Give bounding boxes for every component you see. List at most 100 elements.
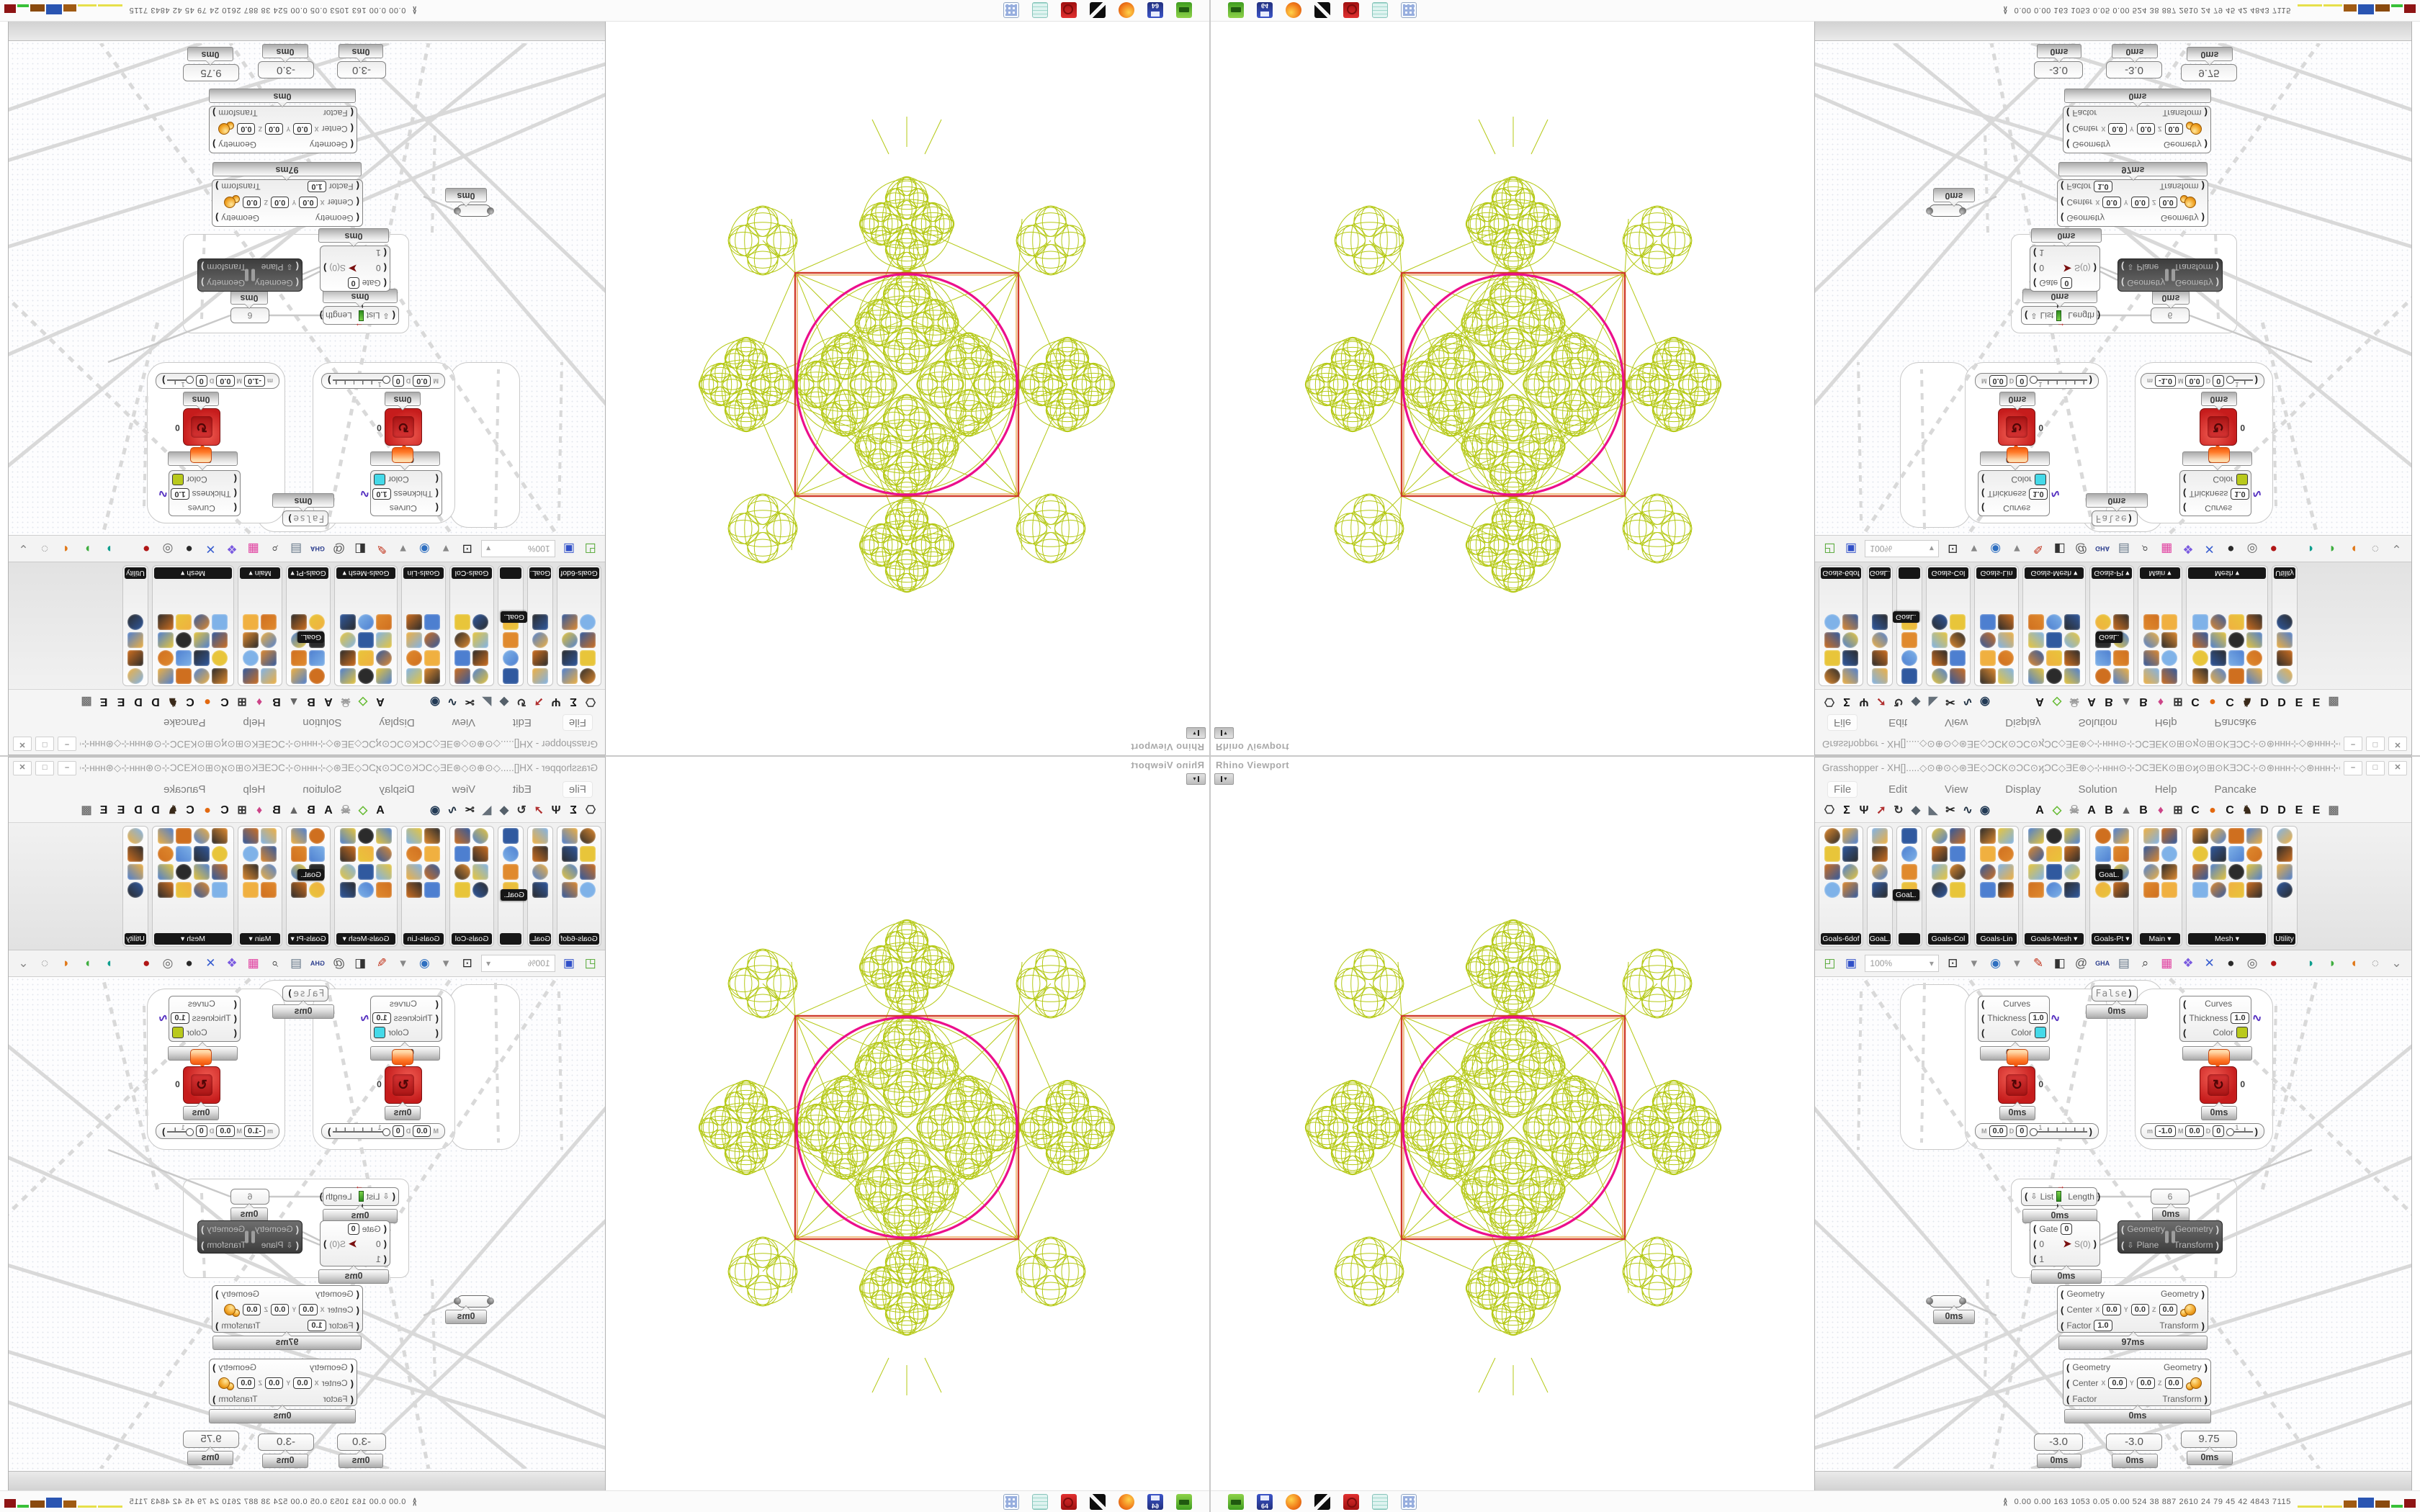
tab-plugin-shield[interactable]: ♦ — [256, 804, 263, 816]
panel-dropdown-icon[interactable]: ▾ — [290, 569, 295, 577]
tab-intersect[interactable]: ✂ — [1945, 696, 1955, 708]
error-balloon[interactable] — [2007, 1049, 2028, 1068]
panel-dropdown-icon[interactable]: ▾ — [2125, 935, 2130, 943]
menu-edit[interactable]: Edit — [1888, 716, 1908, 729]
component-icon[interactable] — [127, 650, 143, 666]
component-icon[interactable] — [1872, 668, 1888, 684]
component-icon[interactable] — [1931, 846, 1948, 862]
component-icon[interactable] — [2046, 650, 2062, 666]
error-balloon[interactable] — [190, 447, 212, 463]
viewport-collapse-button[interactable]: ▾ — [1186, 727, 1206, 739]
panel-label[interactable]: Goals-Col — [1928, 567, 1968, 579]
component-icon[interactable] — [194, 614, 210, 630]
tab-plugin-bird[interactable]: ♞ — [167, 804, 179, 816]
component-icon[interactable] — [2064, 668, 2080, 684]
component-icon[interactable] — [2112, 882, 2129, 898]
dropdown-arrow-icon[interactable]: ▾ — [1971, 956, 1978, 970]
tab-vector[interactable]: ➚ — [534, 804, 544, 816]
tab-vector[interactable]: ➚ — [1876, 804, 1886, 816]
component-icon[interactable] — [309, 882, 326, 898]
panel-dropdown-icon[interactable]: ▾ — [2074, 935, 2078, 943]
viewport-collapse-button[interactable]: ▾ — [1214, 773, 1234, 785]
component-icon[interactable] — [127, 828, 143, 844]
menu-view[interactable]: View — [1945, 716, 1968, 729]
panel-dropdown-icon[interactable]: ▾ — [2167, 935, 2172, 943]
toolbar-overflow-icon[interactable]: ⌄ — [2391, 956, 2402, 970]
integer-panel[interactable]: 6 — [230, 307, 269, 323]
panel-label[interactable]: GoaL. — [529, 567, 551, 579]
number-slider-left[interactable]: M 0.0 D 0 1 ) — [1975, 373, 2099, 389]
tab-plugin-mountain[interactable]: ▲ — [2120, 696, 2132, 708]
component-icon[interactable] — [1842, 882, 1858, 898]
component-icon[interactable] — [472, 614, 489, 630]
component-icon[interactable] — [2228, 632, 2244, 648]
component-icon[interactable] — [2246, 650, 2262, 666]
component-icon[interactable] — [2046, 828, 2062, 844]
component-icon[interactable] — [1949, 846, 1966, 862]
component-icon[interactable] — [212, 614, 228, 630]
component-icon[interactable] — [503, 846, 519, 862]
menu-edit[interactable]: Edit — [1888, 783, 1908, 796]
color-swatch-olive[interactable] — [172, 1027, 184, 1038]
component-icon[interactable] — [358, 828, 374, 844]
component-icon[interactable] — [2143, 864, 2159, 880]
custom-preview-left[interactable]: (Curves (Thickness 1.0 ∿ (Color — [359, 996, 442, 1042]
finder-icon[interactable]: ⌕ — [2141, 956, 2149, 970]
tab-params[interactable]: ⎔ — [586, 696, 596, 708]
menu-display[interactable]: Display — [379, 716, 415, 729]
gh-canvas[interactable]: False) 0ms (Curves (Thickness 1.0 ∿ (Col… — [1815, 976, 2411, 1471]
tab-display[interactable]: ◉ — [1980, 696, 1990, 708]
component-icon[interactable] — [2094, 882, 2111, 898]
tab-transform[interactable]: ∿ — [447, 696, 457, 708]
tab-plugin-dashed[interactable]: ▩ — [2328, 696, 2339, 708]
preview-dark-sphere-icon[interactable]: ● — [2227, 956, 2235, 970]
component-icon[interactable] — [2192, 828, 2208, 844]
save-file-icon[interactable]: ▣ — [563, 542, 575, 556]
minimize-button[interactable]: – — [58, 737, 76, 751]
preview-dark-sphere-icon[interactable]: ● — [185, 542, 193, 556]
component-icon[interactable] — [1949, 668, 1966, 684]
tab-plugin-leaf[interactable]: ◇ — [2052, 804, 2062, 816]
zoom-level-combo[interactable]: 100% ▾ — [481, 540, 555, 557]
integer-panel[interactable]: 6 — [230, 1189, 269, 1205]
panel-label[interactable]: Main ▾ — [240, 933, 280, 945]
tab-plugin-mountain[interactable]: ▲ — [288, 696, 300, 708]
component-icon[interactable] — [1997, 846, 2014, 862]
panel-dropdown-icon[interactable]: ▾ — [2235, 935, 2239, 943]
component-icon[interactable] — [2143, 614, 2159, 630]
component-icon[interactable] — [376, 632, 392, 648]
component-icon[interactable] — [194, 668, 210, 684]
component-icon[interactable] — [2112, 668, 2129, 684]
gh-canvas[interactable]: False) 0ms (Curves (Thickness 1.0 ∿ (Col… — [1815, 41, 2411, 536]
value-panel[interactable]: -3.0 — [2034, 61, 2083, 78]
custom-preview-right[interactable]: (Curves (Thickness 1.0 ∿ (Color — [2179, 470, 2263, 516]
dropdown-arrow-icon[interactable]: ▾ — [400, 542, 406, 556]
preview-eye-icon[interactable]: ◉ — [1990, 956, 2002, 970]
viewport-collapse-button[interactable]: ▾ — [1186, 773, 1206, 785]
component-icon[interactable] — [2112, 650, 2129, 666]
slider-handle[interactable] — [382, 376, 390, 384]
component-icon[interactable] — [376, 668, 392, 684]
slider-track[interactable]: 1 — [2226, 1124, 2253, 1136]
number-slider-right[interactable]: m -1.0 M 0.0 D 0 1 ) — [156, 373, 279, 389]
thickness-value[interactable]: 1.0 — [372, 1012, 391, 1024]
component-icon[interactable] — [291, 846, 308, 862]
component-icon[interactable] — [424, 650, 441, 666]
component-icon[interactable] — [2064, 846, 2080, 862]
component-icon[interactable] — [2161, 828, 2177, 844]
component-icon[interactable] — [1842, 650, 1858, 666]
component-icon[interactable] — [2277, 668, 2293, 684]
panel-label[interactable]: Goals-6dof — [559, 567, 599, 579]
panel-label[interactable]: Goals-Col — [452, 933, 492, 945]
tab-surface[interactable]: ◆ — [499, 804, 509, 816]
error-component-left[interactable]: ↻ 0 — [377, 1066, 422, 1104]
tab-mesh[interactable]: ◣ — [482, 804, 492, 816]
component-icon[interactable] — [127, 846, 143, 862]
component-icon[interactable] — [2028, 864, 2044, 880]
tab-params[interactable]: ⎔ — [586, 804, 596, 816]
viewport-collapse-button[interactable]: ▾ — [1214, 727, 1234, 739]
panel-dropdown-icon[interactable]: ▾ — [2167, 569, 2172, 577]
component-icon[interactable] — [2112, 828, 2129, 844]
pin-green-icon[interactable]: ◗ — [84, 956, 91, 970]
